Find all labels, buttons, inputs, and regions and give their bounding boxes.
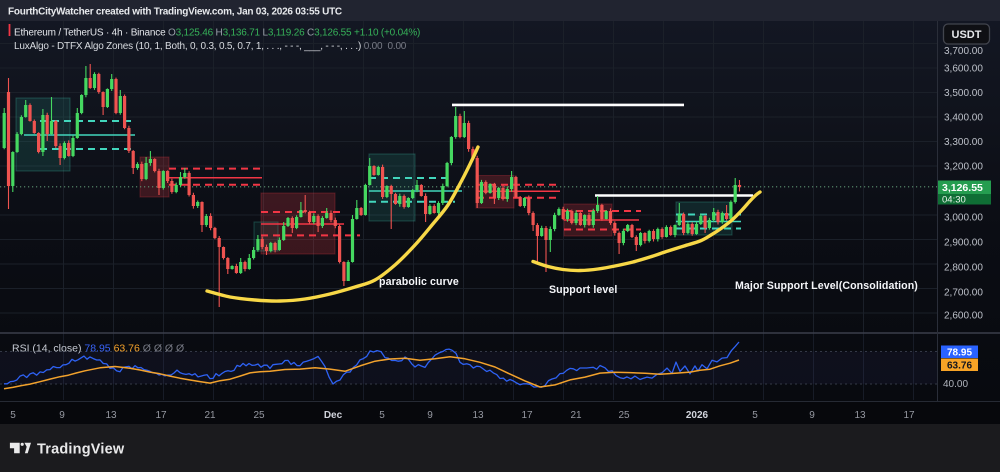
svg-text:78.95: 78.95: [947, 348, 972, 359]
svg-text:5: 5: [379, 410, 385, 421]
svg-text:2,700.00: 2,700.00: [944, 288, 983, 299]
svg-text:3,126.55: 3,126.55: [942, 182, 983, 194]
svg-text:25: 25: [618, 410, 630, 421]
svg-text:Dec: Dec: [324, 410, 343, 421]
svg-text:25: 25: [253, 410, 265, 421]
svg-text:USDT: USDT: [952, 29, 982, 41]
svg-text:13: 13: [105, 410, 117, 421]
svg-text:3,500.00: 3,500.00: [944, 88, 983, 99]
svg-text:2,900.00: 2,900.00: [944, 238, 983, 249]
svg-text:3,600.00: 3,600.00: [944, 64, 983, 75]
svg-text:3,200.00: 3,200.00: [944, 162, 983, 173]
svg-text:21: 21: [204, 410, 216, 421]
svg-text:2026: 2026: [686, 410, 709, 421]
svg-text:LuxAlgo - DTFX Algo Zones (10,: LuxAlgo - DTFX Algo Zones (10, 1, Both, …: [14, 41, 407, 52]
svg-text:9: 9: [809, 410, 815, 421]
svg-text:9: 9: [59, 410, 65, 421]
svg-text:63.76: 63.76: [947, 361, 972, 372]
svg-text:Support level: Support level: [549, 284, 617, 296]
svg-text:3,400.00: 3,400.00: [944, 113, 983, 124]
svg-text:FourthCityWatcher created with: FourthCityWatcher created with TradingVi…: [8, 7, 342, 18]
svg-text:9: 9: [427, 410, 433, 421]
svg-text:Major Support Level(Consolidat: Major Support Level(Consolidation): [735, 280, 918, 292]
svg-text:5: 5: [752, 410, 758, 421]
svg-text:3,700.00: 3,700.00: [944, 46, 983, 57]
svg-text:RSI (14, close) 78.95 63.76 Ø: RSI (14, close) 78.95 63.76 Ø Ø Ø Ø: [12, 343, 184, 355]
svg-text:3,000.00: 3,000.00: [944, 213, 983, 224]
svg-text:21: 21: [570, 410, 582, 421]
svg-text:5: 5: [10, 410, 16, 421]
svg-text:17: 17: [521, 410, 533, 421]
svg-text:2,800.00: 2,800.00: [944, 263, 983, 274]
svg-text:13: 13: [854, 410, 866, 421]
svg-text:17: 17: [155, 410, 167, 421]
svg-text:3,300.00: 3,300.00: [944, 137, 983, 148]
svg-text:04:30: 04:30: [942, 195, 966, 206]
svg-text:parabolic curve: parabolic curve: [379, 276, 459, 288]
svg-text:17: 17: [903, 410, 915, 421]
svg-text:TradingView: TradingView: [37, 442, 125, 458]
svg-text:40.00: 40.00: [943, 379, 968, 390]
svg-text:2,600.00: 2,600.00: [944, 311, 983, 322]
svg-text:Ethereum / TetherUS · 4h · Bin: Ethereum / TetherUS · 4h · Binance O3,12…: [14, 28, 420, 39]
svg-text:13: 13: [472, 410, 484, 421]
